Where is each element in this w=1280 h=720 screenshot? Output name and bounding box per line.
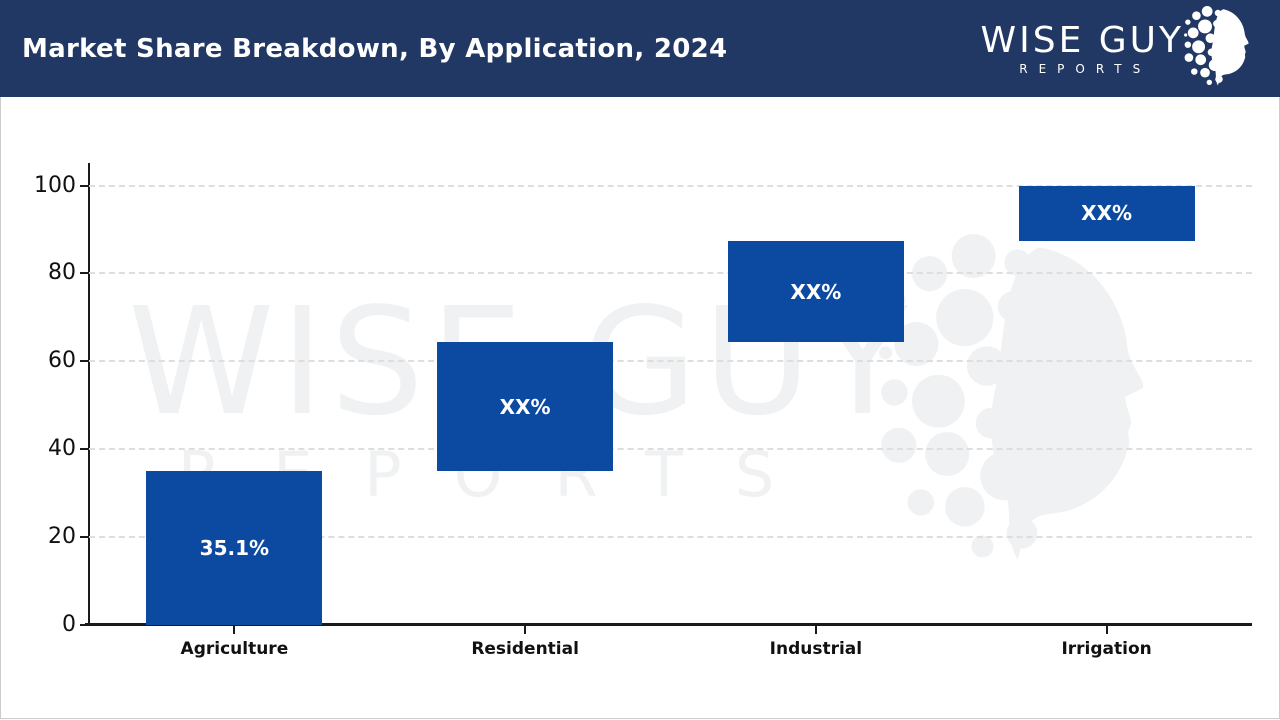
x-tick: [1105, 626, 1108, 634]
bar: XX%: [1018, 185, 1195, 242]
bar: XX%: [437, 342, 614, 471]
gridline: [89, 536, 1252, 539]
x-tick-label: Residential: [471, 639, 579, 659]
y-tick-label: 100: [34, 172, 76, 198]
bar-value-label: XX%: [790, 279, 842, 304]
y-tick: [80, 272, 89, 275]
gridline: [89, 448, 1252, 451]
y-tick-label: 20: [48, 524, 76, 550]
bar-value-label: 35.1%: [199, 535, 270, 560]
x-tick-label: Industrial: [769, 639, 863, 659]
logo-subtitle: REPORTS: [1019, 61, 1152, 76]
x-tick: [233, 626, 236, 634]
y-tick: [80, 448, 89, 451]
y-tick-label: 0: [62, 612, 76, 637]
y-axis-line: [88, 163, 90, 625]
x-axis-line: [85, 623, 1252, 626]
logo-text: WISE GUY REPORTS: [980, 19, 1185, 76]
x-tick: [814, 626, 817, 634]
y-tick-label: 80: [48, 260, 76, 286]
logo-wordmark: WISE GUY: [980, 19, 1184, 61]
page-title: Market Share Breakdown, By Application, …: [22, 33, 728, 64]
bar-value-label: XX%: [499, 394, 551, 419]
y-tick: [80, 624, 89, 626]
header-bar: Market Share Breakdown, By Application, …: [0, 0, 1280, 97]
y-tick-label: 60: [48, 348, 76, 374]
wiseguy-logo: WISE GUY REPORTS: [981, 6, 1259, 92]
x-tick-label: Agriculture: [180, 639, 289, 659]
y-tick: [80, 536, 89, 539]
gridline: [89, 360, 1252, 363]
y-tick: [80, 184, 89, 187]
y-tick: [80, 360, 89, 363]
bar: XX%: [727, 241, 904, 343]
gridline: [89, 184, 1252, 187]
bar: 35.1%: [146, 470, 323, 625]
x-tick: [524, 626, 527, 634]
bar-value-label: XX%: [1081, 201, 1133, 226]
y-tick-label: 40: [48, 436, 76, 462]
gridline: [89, 272, 1252, 275]
x-tick-label: Irrigation: [1061, 639, 1152, 659]
wiseguy-face-icon: [1180, 6, 1258, 92]
